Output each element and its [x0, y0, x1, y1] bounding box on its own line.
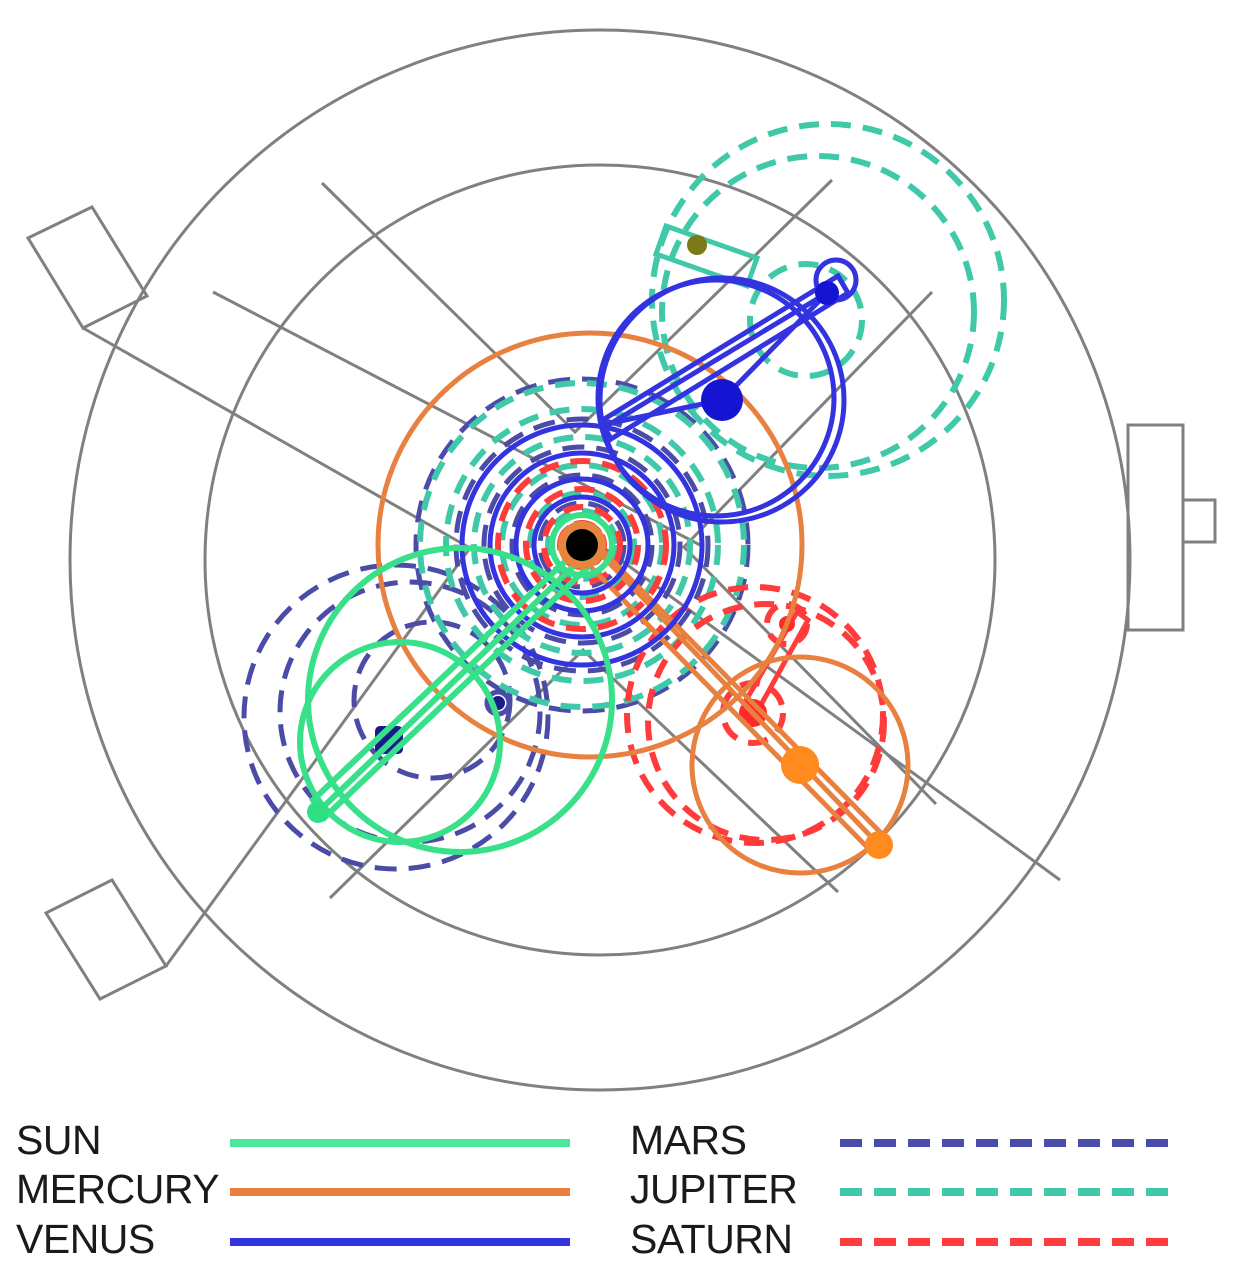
mercury-deferent — [375, 330, 805, 760]
jupiter-epicycle-small — [747, 261, 865, 379]
mars-deferent-r70 — [509, 472, 655, 618]
jupiter-deferent-r34 — [545, 508, 619, 582]
sun-epicycle — [297, 639, 503, 845]
saturn-deferent-r56 — [523, 486, 641, 604]
outer-rim-circle — [68, 28, 1132, 1092]
jupiter-deferent-r136 — [443, 406, 721, 684]
vane-arm-right — [681, 290, 938, 806]
vane-arm-top — [320, 178, 834, 435]
legend-label-sun: SUN — [16, 1117, 101, 1163]
venus-planet-marker — [701, 379, 743, 421]
inner-rim-circle — [203, 163, 997, 957]
venus-arm-secondary — [598, 290, 829, 433]
mars-epicycle-outer — [241, 562, 551, 872]
venus-deferent-r92 — [487, 450, 677, 640]
saturn-epicycle-outer — [624, 584, 886, 846]
center-halo — [558, 521, 606, 569]
center-body-marker — [566, 529, 598, 561]
mercury-tip-marker — [865, 831, 893, 859]
jupiter-deferent-r80 — [499, 462, 665, 628]
jupiter-deferent-r52 — [527, 490, 637, 600]
mars-deferent-r126 — [453, 416, 711, 674]
right-nub — [1181, 498, 1217, 544]
venus-tip-marker — [815, 281, 839, 305]
mercury-markers — [781, 746, 893, 859]
mars-deferent-r42 — [537, 500, 627, 590]
legend-label-venus: VENUS — [16, 1216, 155, 1262]
mars-deferent-r98 — [481, 444, 683, 646]
legend-label-mercury: MERCURY — [16, 1166, 219, 1212]
mercury-planet-marker — [781, 746, 819, 784]
jupiter-epicycle-inner — [659, 153, 977, 471]
saturn-deferent-r38 — [541, 504, 623, 586]
sun-tip-marker — [307, 801, 329, 823]
sun-arm-secondary — [315, 557, 583, 815]
legend: SUN MERCURY VENUS MARS JUPITER SATURN — [16, 1117, 1180, 1262]
venus-markers — [701, 281, 839, 421]
legend-item-mars[interactable]: MARS — [630, 1117, 1180, 1163]
legend-item-saturn[interactable]: SATURN — [630, 1216, 1180, 1262]
saturn-epicycle-inner — [645, 601, 887, 843]
venus-deferent-r120 — [459, 422, 705, 668]
lower-left-tab — [43, 878, 169, 1001]
venus-epicycle-tilt — [595, 277, 837, 519]
jupiter-deferent-r162 — [417, 380, 747, 710]
spoke-lower-right — [599, 543, 1061, 882]
jupiter-deferent-r108 — [471, 434, 693, 656]
venus-deferent-r48 — [531, 494, 633, 596]
right-tab — [1126, 423, 1185, 632]
venus-radius-line — [720, 291, 829, 402]
mercury-epicycle — [689, 654, 911, 876]
legend-item-jupiter[interactable]: JUPITER — [630, 1166, 1180, 1212]
venus-arm — [597, 272, 852, 443]
instrument-frame — [25, 28, 1217, 1092]
saturn-deferent-r84 — [495, 458, 669, 632]
mars-deferent-r166 — [413, 376, 751, 714]
mercury-arm-secondary — [594, 547, 881, 847]
legend-label-jupiter: JUPITER — [630, 1166, 797, 1212]
center-core — [558, 521, 606, 569]
legend-item-sun[interactable]: SUN — [16, 1117, 570, 1163]
legend-item-mercury[interactable]: MERCURY — [16, 1166, 570, 1212]
upper-left-tab — [25, 205, 150, 330]
jupiter-planet-marker — [687, 235, 707, 255]
sun-markers — [307, 801, 329, 823]
spoke-upper-left — [82, 326, 471, 550]
legend-label-mars: MARS — [630, 1117, 746, 1163]
legend-item-venus[interactable]: VENUS — [16, 1216, 570, 1262]
legend-label-saturn: SATURN — [630, 1216, 793, 1262]
